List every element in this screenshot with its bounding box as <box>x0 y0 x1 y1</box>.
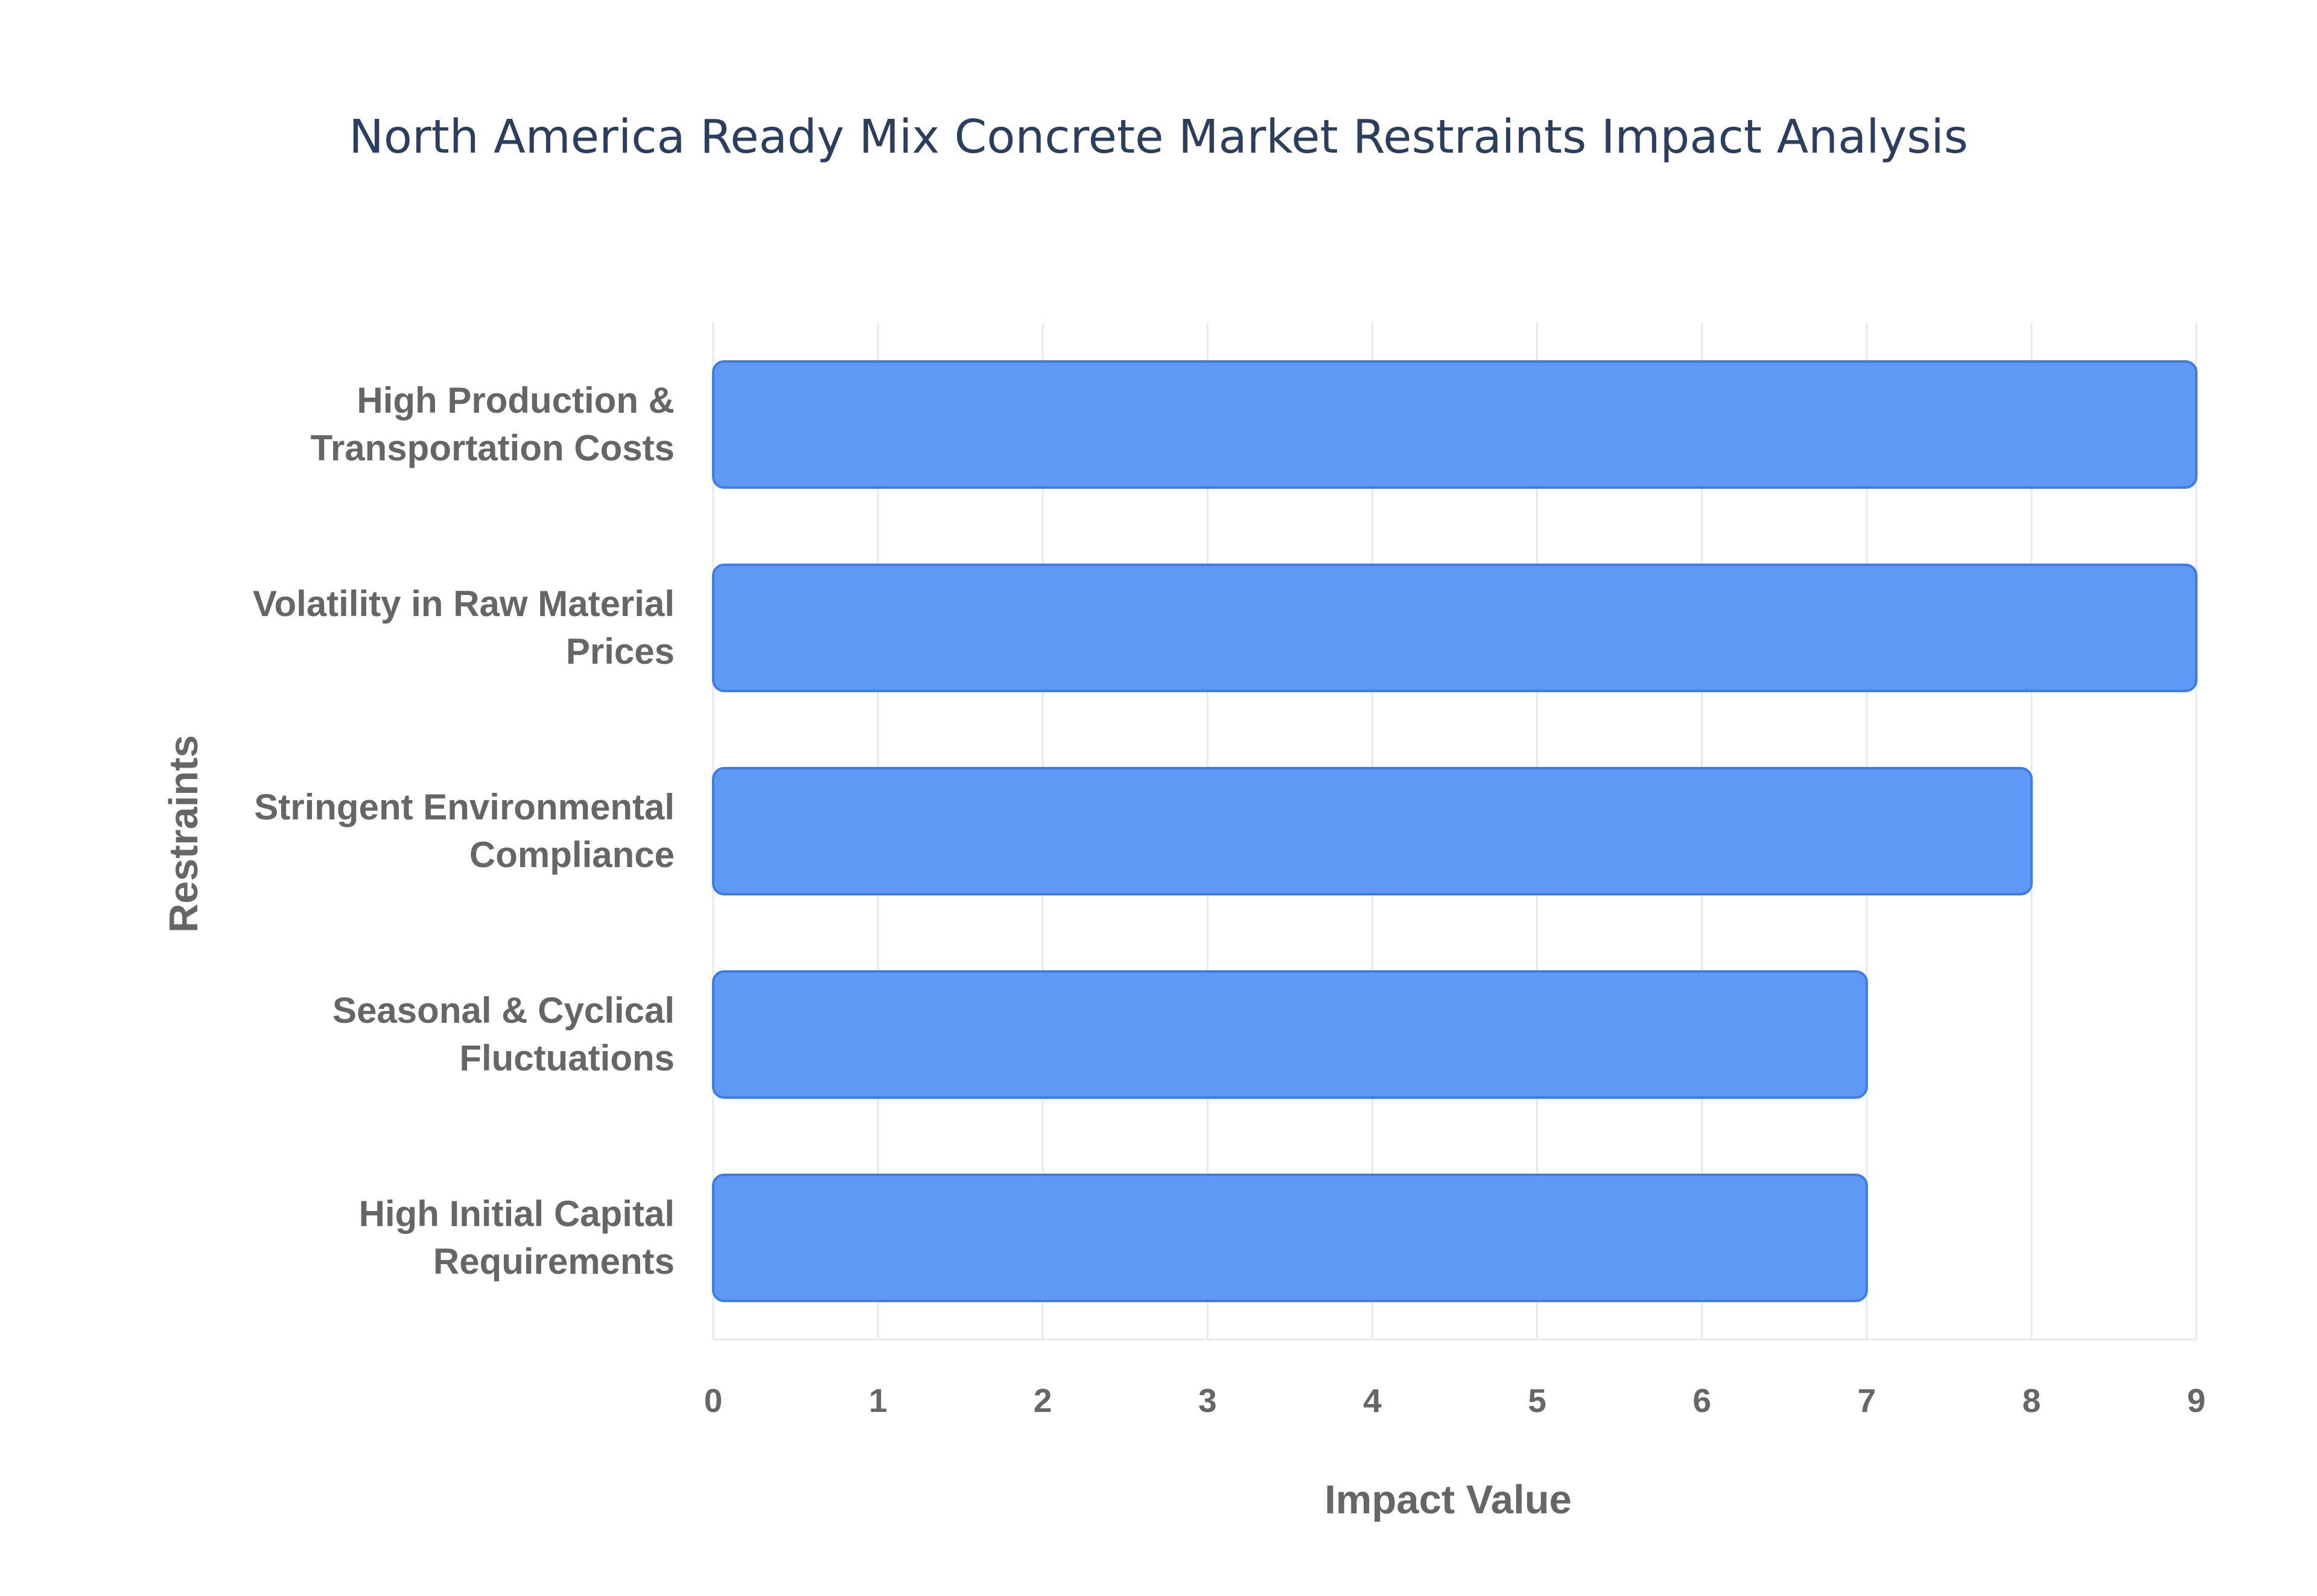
category-label: Stringent Environmental Compliance <box>254 787 675 875</box>
x-axis-title: Impact Value <box>1324 1477 1572 1522</box>
bar <box>712 767 2033 895</box>
category-label: Seasonal & Cyclical Fluctuations <box>332 990 675 1078</box>
bar <box>712 970 1868 1099</box>
x-tick-label: 7 <box>1857 1382 1876 1419</box>
bar <box>712 564 2198 692</box>
x-tick-label: 1 <box>869 1382 888 1419</box>
bar <box>712 1174 1868 1302</box>
category-labels: High Production & Transportation Costs Vol… <box>253 380 675 1282</box>
x-tick-label: 8 <box>2023 1382 2041 1419</box>
category-label: High Production & Transportation Costs <box>311 380 675 468</box>
y-axis-title: Restraints <box>161 735 206 933</box>
bars <box>712 360 2198 1302</box>
x-tick-label: 3 <box>1198 1382 1217 1419</box>
x-tick-label: 9 <box>2187 1382 2206 1419</box>
category-label: High Initial Capital Requirements <box>359 1194 675 1282</box>
bar <box>712 360 2198 489</box>
x-tick-label: 4 <box>1363 1382 1382 1419</box>
category-label: Volatility in Raw Material Prices <box>253 583 675 672</box>
chart-title: North America Ready Mix Concrete Market … <box>349 110 1968 164</box>
x-tick-label: 6 <box>1692 1382 1711 1419</box>
x-tick-label: 0 <box>704 1382 723 1419</box>
x-tick-labels: 0 1 2 3 4 5 6 7 8 9 <box>704 1382 2206 1419</box>
x-tick-label: 5 <box>1528 1382 1546 1419</box>
x-tick-label: 2 <box>1034 1382 1052 1419</box>
